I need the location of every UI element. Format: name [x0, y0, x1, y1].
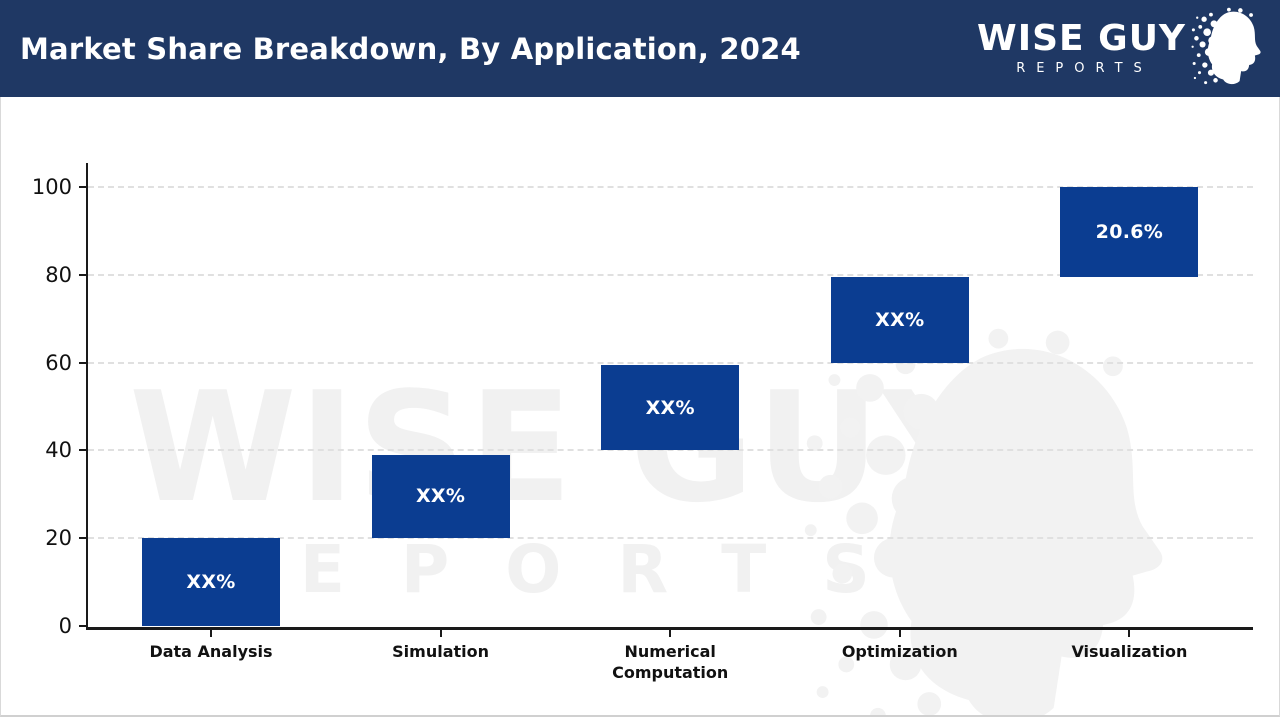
- y-tick-label-0: 0: [58, 614, 72, 638]
- x-axis: [86, 627, 1253, 630]
- gridline-y20: [88, 537, 1253, 540]
- chart-title: Market Share Breakdown, By Application, …: [20, 31, 801, 66]
- bar-data-analysis: XX%: [142, 538, 280, 626]
- x-category-label-2: Numerical Computation: [612, 642, 729, 682]
- x-tick-0: [210, 630, 212, 637]
- brand-logo-text: WISE GUY REPORTS: [976, 18, 1186, 77]
- brand-logo: WISE GUY REPORTS: [977, 7, 1266, 91]
- gridline-y40: [88, 449, 1253, 452]
- x-tick-3: [898, 630, 901, 637]
- gridline-y100: [88, 186, 1253, 188]
- y-tick-label-80: 80: [45, 262, 72, 287]
- gridline-y80: [88, 273, 1253, 276]
- bar-optimization: XX%: [830, 276, 969, 363]
- x-category-label-1: Simulation: [392, 642, 490, 661]
- x-category-label-3: Optimization: [841, 642, 958, 661]
- y-tick-80: [79, 273, 88, 276]
- bar-simulation: XX%: [371, 454, 510, 539]
- y-tick-60: [79, 361, 88, 364]
- brand-subtitle: REPORTS: [1016, 61, 1153, 76]
- bar-value-label: XX%: [415, 485, 466, 508]
- x-tick-4: [1128, 630, 1131, 637]
- bar-value-label: XX%: [645, 396, 695, 419]
- x-tick-1: [439, 630, 442, 637]
- y-tick-20: [79, 537, 88, 540]
- bar-visualization: 20.6%: [1060, 187, 1199, 278]
- y-tick-0: [79, 625, 88, 627]
- bar-value-label: 20.6%: [1095, 221, 1164, 244]
- gridline-y60: [88, 361, 1253, 364]
- brand-name: WISE GUY: [976, 18, 1186, 59]
- y-tick-100: [79, 186, 88, 188]
- y-tick-label-100: 100: [31, 175, 72, 199]
- y-tick-label-60: 60: [45, 350, 72, 375]
- bar-value-label: XX%: [186, 571, 236, 594]
- x-category-label-4: Visualization: [1071, 642, 1188, 661]
- bar-numerical-computation: XX%: [601, 364, 740, 451]
- y-tick-label-40: 40: [45, 438, 72, 463]
- header-bar: Market Share Breakdown, By Application, …: [0, 0, 1280, 97]
- x-tick-2: [669, 630, 672, 637]
- y-axis: [86, 163, 88, 630]
- y-tick-40: [79, 449, 88, 452]
- y-tick-label-20: 20: [45, 526, 72, 551]
- bar-value-label: XX%: [875, 308, 925, 331]
- x-category-label-0: Data Analysis: [149, 642, 273, 661]
